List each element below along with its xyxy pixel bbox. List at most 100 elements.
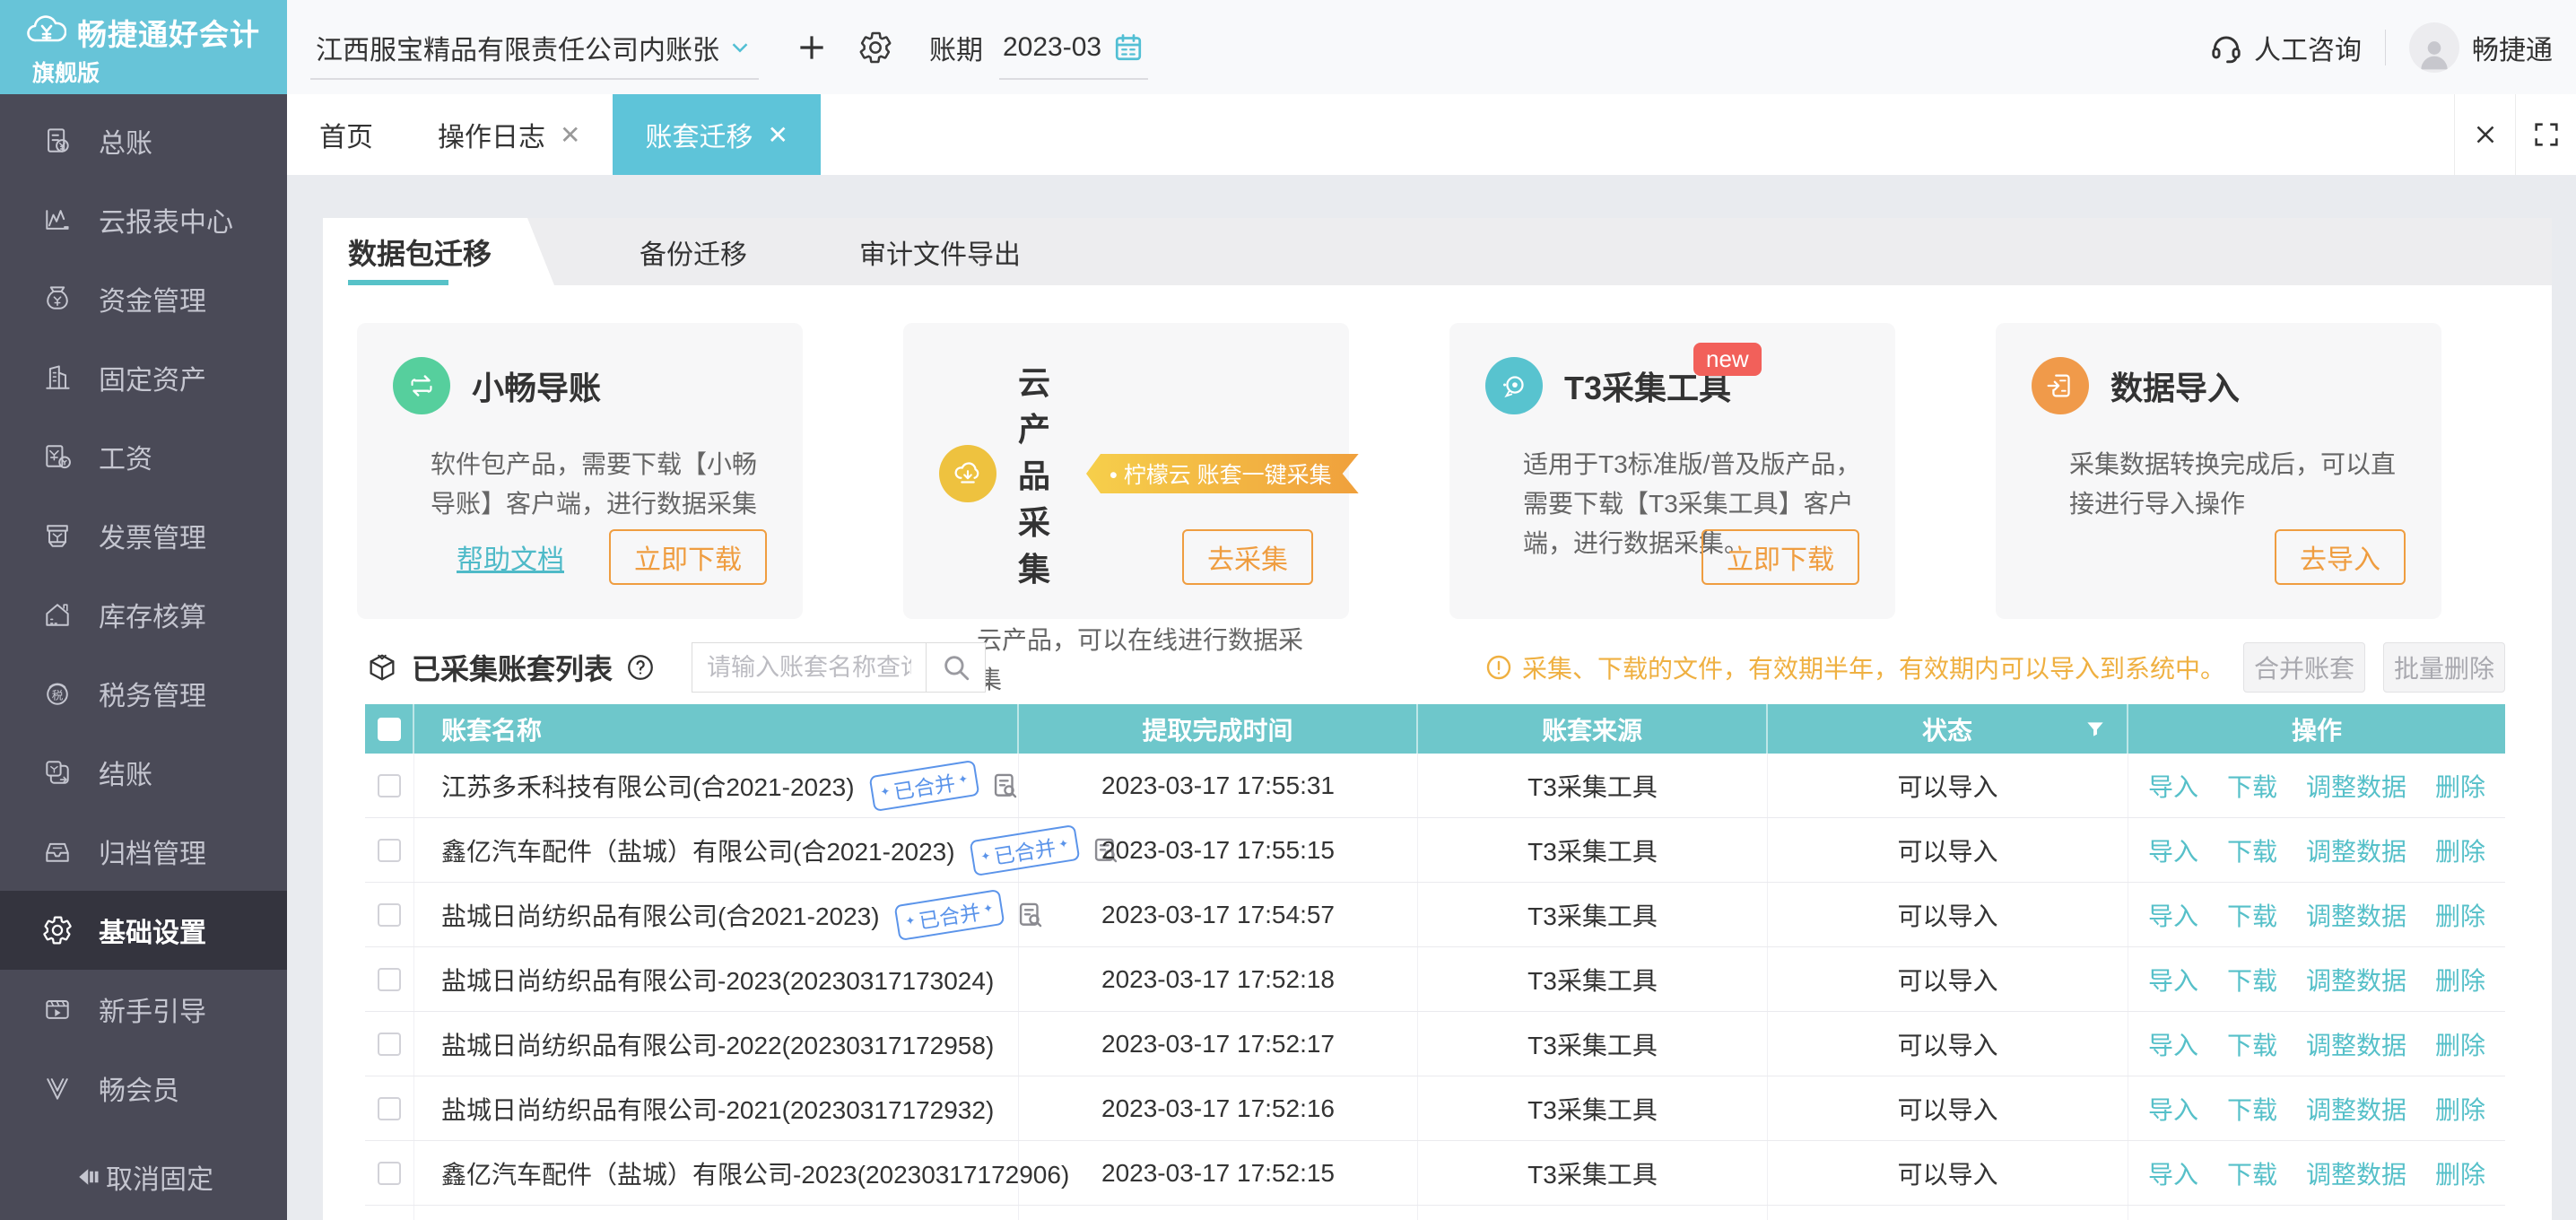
go-import-button[interactable]: 去导入 bbox=[2275, 529, 2406, 585]
tab-label: 账套迁移 bbox=[645, 123, 753, 152]
extract-time: 2023-03-17 17:52:16 bbox=[1019, 1076, 1418, 1140]
close-tab-icon[interactable]: ✕ bbox=[560, 120, 581, 149]
sidebar-item-invoices[interactable]: 发票管理 bbox=[0, 496, 287, 575]
select-all-checkbox[interactable] bbox=[377, 717, 401, 741]
tab-backup-migration[interactable]: 备份迁移 bbox=[608, 218, 779, 285]
delete-link[interactable]: 删除 bbox=[2435, 1026, 2485, 1062]
row-checkbox[interactable] bbox=[378, 838, 401, 862]
row-checkbox[interactable] bbox=[378, 1096, 401, 1120]
download-link[interactable]: 下载 bbox=[2227, 1155, 2277, 1191]
search-input[interactable] bbox=[692, 643, 927, 692]
adjust-data-link[interactable]: 调整数据 bbox=[2306, 897, 2406, 933]
tab-data-package-migration[interactable]: 数据包迁移 bbox=[323, 218, 554, 285]
search-button[interactable] bbox=[926, 643, 986, 692]
fullscreen-button[interactable] bbox=[2515, 94, 2576, 175]
avatar[interactable] bbox=[2409, 22, 2459, 73]
warning-text: 采集、下载的文件，有效期半年，有效期内可以导入到系统中。 bbox=[1521, 655, 2225, 683]
tab-account-migration[interactable]: 账套迁移 ✕ bbox=[613, 94, 821, 175]
merge-account-sets-button[interactable]: 合并账套 bbox=[2243, 642, 2365, 693]
go-collect-button[interactable]: 去采集 bbox=[1182, 529, 1313, 585]
adjust-data-link[interactable]: 调整数据 bbox=[2306, 1026, 2406, 1062]
migration-tabs: 数据包迁移 备份迁移 审计文件导出 bbox=[323, 218, 2552, 285]
download-link[interactable]: 下载 bbox=[2227, 832, 2277, 868]
adjust-data-link[interactable]: 调整数据 bbox=[2306, 962, 2406, 998]
delete-link[interactable]: 删除 bbox=[2435, 832, 2485, 868]
row-checkbox[interactable] bbox=[378, 1161, 401, 1185]
adjust-data-link[interactable]: 调整数据 bbox=[2306, 768, 2406, 804]
sidebar-item-label: 云报表中心 bbox=[99, 208, 233, 238]
cloud-download-icon bbox=[939, 445, 996, 502]
row-checkbox[interactable] bbox=[378, 773, 401, 797]
row-checkbox[interactable] bbox=[378, 1032, 401, 1056]
sync-transfer-icon bbox=[393, 357, 450, 414]
delete-link[interactable]: 删除 bbox=[2435, 897, 2485, 933]
adjust-data-link[interactable]: 调整数据 bbox=[2306, 1091, 2406, 1127]
adjust-data-link[interactable]: 调整数据 bbox=[2306, 832, 2406, 868]
delete-link[interactable]: 删除 bbox=[2435, 962, 2485, 998]
account-settings-button[interactable] bbox=[857, 30, 893, 65]
sidebar-item-fixed-assets[interactable]: 固定资产 bbox=[0, 338, 287, 417]
collapse-left-icon bbox=[79, 1169, 99, 1185]
header-actions: 操作 bbox=[2291, 716, 2342, 745]
voucher-preview-icon[interactable] bbox=[1090, 835, 1120, 866]
header-account-name: 账套名称 bbox=[414, 704, 1019, 754]
download-link[interactable]: 下载 bbox=[2227, 768, 2277, 804]
batch-delete-button[interactable]: 批量删除 bbox=[2383, 642, 2505, 693]
import-link[interactable]: 导入 bbox=[2148, 832, 2198, 868]
row-checkbox[interactable] bbox=[378, 902, 401, 927]
delete-link[interactable]: 删除 bbox=[2435, 768, 2485, 804]
account-set-search bbox=[692, 642, 987, 693]
sidebar-item-archive[interactable]: 归档管理 bbox=[0, 812, 287, 891]
sidebar-item-beginner-guide[interactable]: 新手引导 bbox=[0, 970, 287, 1049]
sidebar-item-salary[interactable]: 工资 bbox=[0, 417, 287, 496]
company-selector[interactable]: 江西服宝精品有限责任公司内账张 bbox=[310, 0, 759, 94]
voucher-preview-icon[interactable] bbox=[989, 771, 1020, 801]
help-doc-link[interactable]: 帮助文档 bbox=[457, 537, 564, 577]
voucher-preview-icon[interactable] bbox=[1014, 900, 1045, 930]
sidebar-item-closing[interactable]: 结账 bbox=[0, 733, 287, 812]
sidebar-item-funds[interactable]: 资金管理 bbox=[0, 259, 287, 338]
download-now-button[interactable]: 立即下载 bbox=[1701, 529, 1859, 585]
info-icon bbox=[1486, 655, 1511, 680]
sidebar-item-tax[interactable]: 税 税务管理 bbox=[0, 654, 287, 733]
import-link[interactable]: 导入 bbox=[2148, 1091, 2198, 1127]
sidebar-item-cloud-reports[interactable]: 云报表中心 bbox=[0, 180, 287, 259]
download-link[interactable]: 下载 bbox=[2227, 897, 2277, 933]
close-tab-icon[interactable]: ✕ bbox=[767, 120, 788, 149]
row-checkbox[interactable] bbox=[378, 967, 401, 991]
brand-logo: 畅捷通好会计 旗舰版 bbox=[0, 0, 287, 94]
closing-icon bbox=[46, 761, 69, 784]
tab-audit-file-export[interactable]: 审计文件导出 bbox=[832, 218, 1048, 285]
extract-time: 2023-03-17 17:55:31 bbox=[1019, 754, 1418, 817]
import-link[interactable]: 导入 bbox=[2148, 1155, 2198, 1191]
live-support-button[interactable]: 人工咨询 bbox=[2209, 28, 2362, 67]
sidebar-item-inventory[interactable]: 库存核算 bbox=[0, 575, 287, 654]
download-link[interactable]: 下载 bbox=[2227, 962, 2277, 998]
download-link[interactable]: 下载 bbox=[2227, 1091, 2277, 1127]
period-picker[interactable]: 2023-03 bbox=[999, 0, 1149, 94]
sidebar-item-basic-settings[interactable]: 基础设置 bbox=[0, 891, 287, 970]
card-data-import: 数据导入 采集数据转换完成后，可以直接进行导入操作 去导入 bbox=[1996, 323, 2441, 619]
adjust-data-link[interactable]: 调整数据 bbox=[2306, 1155, 2406, 1191]
sidebar-item-general-ledger[interactable]: 总账 bbox=[0, 101, 287, 180]
import-link[interactable]: 导入 bbox=[2148, 1026, 2198, 1062]
tab-operation-log[interactable]: 操作日志 ✕ bbox=[405, 94, 613, 175]
delete-link[interactable]: 删除 bbox=[2435, 1155, 2485, 1191]
download-now-button[interactable]: 立即下载 bbox=[609, 529, 767, 585]
import-link[interactable]: 导入 bbox=[2148, 962, 2198, 998]
add-account-set-button[interactable] bbox=[795, 30, 829, 65]
delete-link[interactable]: 删除 bbox=[2435, 1091, 2485, 1127]
close-all-tabs-button[interactable] bbox=[2454, 94, 2515, 175]
tab-label: 审计文件导出 bbox=[859, 240, 1021, 270]
sidebar-item-membership[interactable]: 畅会员 bbox=[0, 1049, 287, 1128]
tab-home[interactable]: 首页 bbox=[287, 94, 405, 175]
import-link[interactable]: 导入 bbox=[2148, 768, 2198, 804]
import-link[interactable]: 导入 bbox=[2148, 897, 2198, 933]
data-import-icon bbox=[2032, 357, 2089, 414]
unpin-sidebar-button[interactable]: 取消固定 bbox=[0, 1148, 287, 1206]
help-icon[interactable] bbox=[625, 652, 656, 683]
status-filter-icon[interactable] bbox=[2084, 718, 2107, 741]
sidebar-item-label: 税务管理 bbox=[99, 682, 206, 711]
download-link[interactable]: 下载 bbox=[2227, 1026, 2277, 1062]
sidebar-item-label: 归档管理 bbox=[99, 840, 206, 869]
